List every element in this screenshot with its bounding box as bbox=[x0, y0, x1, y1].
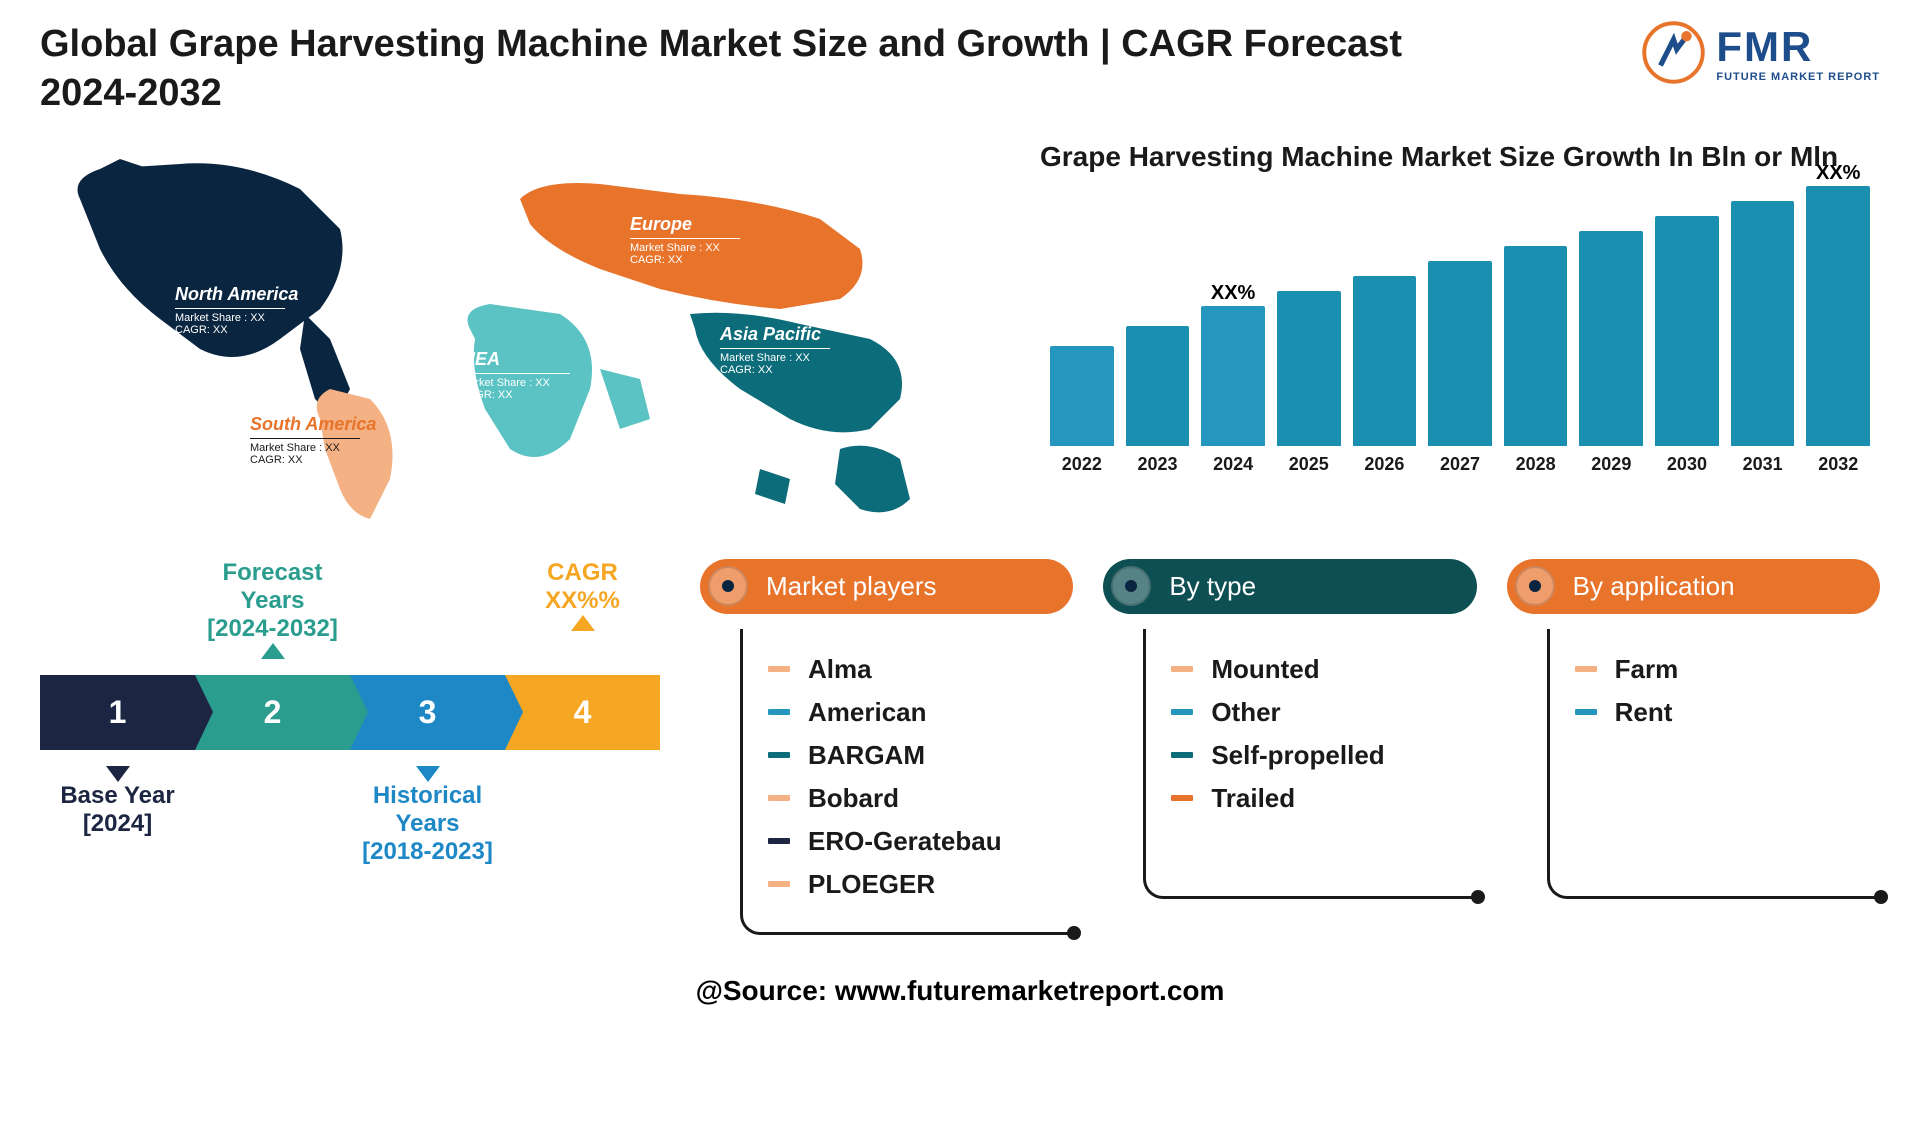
page-title: Global Grape Harvesting Machine Market S… bbox=[40, 20, 1440, 119]
category-header: By type bbox=[1103, 559, 1476, 614]
category-item: Rent bbox=[1575, 697, 1870, 728]
timeline-segment: 1 bbox=[40, 675, 195, 750]
bar-chart-section: Grape Harvesting Machine Market Size Gro… bbox=[1040, 139, 1880, 519]
chart-bar: 2027 bbox=[1428, 261, 1492, 475]
category-item: Alma bbox=[768, 654, 1063, 685]
timeline-segment: 3 bbox=[350, 675, 505, 750]
category-item: ERO-Geratebau bbox=[768, 826, 1063, 857]
category-list: Mounted Other Self-propelled Trailed bbox=[1143, 629, 1476, 899]
chart-bar: 2025 bbox=[1277, 291, 1341, 475]
timeline-base-label: Base Year [2024] bbox=[40, 760, 195, 866]
chart-bar: 2026 bbox=[1353, 276, 1417, 475]
logo: FMR FUTURE MARKET REPORT bbox=[1641, 20, 1880, 85]
category-list: Alma American BARGAM Bobard ERO-Geratebau PLO… bbox=[740, 629, 1073, 935]
timeline-hist-label: Historical Years [2018-2023] bbox=[350, 760, 505, 866]
category-item: Farm bbox=[1575, 654, 1870, 685]
category-item: Trailed bbox=[1171, 783, 1466, 814]
timeline-forecast-label: Forecast Years [2024-2032] bbox=[195, 559, 350, 665]
chart-bar: 2030 bbox=[1655, 216, 1719, 475]
region-south-america: South America Market Share : XX CAGR: XX bbox=[250, 414, 376, 466]
category-header: Market players bbox=[700, 559, 1073, 614]
category-item: American bbox=[768, 697, 1063, 728]
category-item: Mounted bbox=[1171, 654, 1466, 685]
source-attribution: @Source: www.futuremarketreport.com bbox=[40, 975, 1880, 1007]
timeline-section: Forecast Years [2024-2032] CAGR XX%% 123… bbox=[40, 559, 660, 935]
timeline-bar: 1234 bbox=[40, 675, 660, 750]
category: By application Farm Rent bbox=[1507, 559, 1880, 935]
timeline-segment: 4 bbox=[505, 675, 660, 750]
chart-area: 20222023XX%20242025202620272028202920302… bbox=[1040, 195, 1880, 475]
fmr-logo-icon bbox=[1641, 20, 1706, 85]
chart-bar: XX%2032 bbox=[1806, 186, 1870, 475]
logo-subtitle: FUTURE MARKET REPORT bbox=[1716, 71, 1880, 83]
region-asia-pacific: Asia Pacific Market Share : XX CAGR: XX bbox=[720, 324, 830, 376]
chart-bar: XX%2024 bbox=[1201, 306, 1265, 475]
category-item: BARGAM bbox=[768, 740, 1063, 771]
chart-bar: 2029 bbox=[1579, 231, 1643, 475]
category-header: By application bbox=[1507, 559, 1880, 614]
category-item: Bobard bbox=[768, 783, 1063, 814]
region-europe: Europe Market Share : XX CAGR: XX bbox=[630, 214, 740, 266]
world-map: North America Market Share : XX CAGR: XX… bbox=[40, 139, 1000, 519]
region-mea: MEA Market Share : XX CAGR: XX bbox=[460, 349, 570, 401]
category-list: Farm Rent bbox=[1547, 629, 1880, 899]
category-item: Other bbox=[1171, 697, 1466, 728]
header: Global Grape Harvesting Machine Market S… bbox=[40, 20, 1880, 119]
chart-bar: 2028 bbox=[1504, 246, 1568, 475]
category: Market players Alma American BARGAM Bobard ER… bbox=[700, 559, 1073, 935]
category-item: Self-propelled bbox=[1171, 740, 1466, 771]
region-north-america: North America Market Share : XX CAGR: XX bbox=[175, 284, 298, 336]
category-item: PLOEGER bbox=[768, 869, 1063, 900]
category: By type Mounted Other Self-propelled Trailed bbox=[1103, 559, 1476, 935]
timeline-cagr-label: CAGR XX%% bbox=[505, 559, 660, 665]
chart-bar: 2022 bbox=[1050, 346, 1114, 475]
timeline-segment: 2 bbox=[195, 675, 350, 750]
chart-title: Grape Harvesting Machine Market Size Gro… bbox=[1040, 139, 1880, 175]
categories: Market players Alma American BARGAM Bobard ER… bbox=[700, 559, 1880, 935]
logo-text: FMR bbox=[1716, 23, 1880, 71]
chart-bar: 2031 bbox=[1731, 201, 1795, 475]
chart-bar: 2023 bbox=[1126, 326, 1190, 475]
